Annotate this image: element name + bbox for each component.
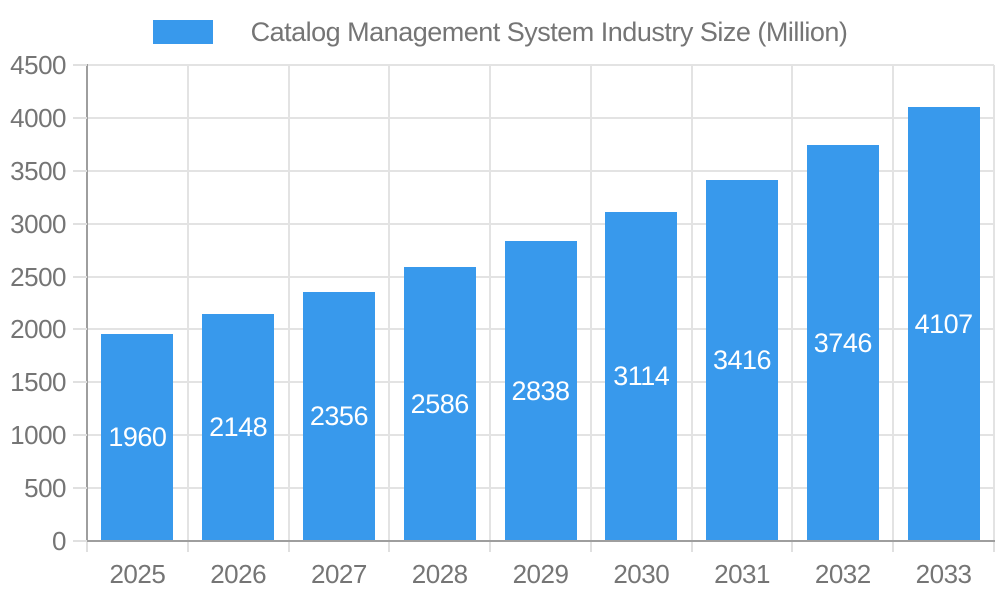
y-axis-label: 2000 [10,314,66,345]
bar: 3416 [706,179,779,541]
y-axis-tick [73,381,87,384]
y-axis-tick [73,222,87,225]
legend: Catalog Management System Industry Size … [0,16,1000,48]
y-axis-tick [73,169,87,172]
y-axis-line [86,64,88,542]
bar-value-label: 3746 [813,327,873,358]
y-axis-tick [73,487,87,490]
gridline-vertical [690,65,693,541]
bar: 2838 [504,240,577,541]
gridline-vertical [388,65,391,541]
gridline-vertical [287,65,290,541]
bar: 1960 [101,333,174,541]
x-axis-tick [892,542,895,552]
y-axis-label: 3000 [10,208,66,239]
bar: 3114 [605,211,678,541]
x-axis-label: 2032 [814,559,871,589]
bar-value-label: 2148 [209,412,268,443]
legend-label: Catalog Management System Industry Size … [250,16,848,47]
x-axis-label: 2028 [411,559,468,589]
gridline-vertical [589,65,592,541]
y-axis-label: 1000 [10,420,66,451]
bar-value-label: 3114 [613,361,670,392]
x-axis-tick [690,542,693,552]
y-axis-label: 0 [52,526,66,556]
x-axis-tick [287,542,290,552]
y-axis-tick [73,64,87,66]
x-axis-tick [186,542,189,552]
legend-swatch [152,20,213,44]
bar-value-label: 4107 [914,308,974,339]
x-axis-tick [589,542,592,552]
y-axis-label: 2500 [10,261,66,292]
gridline-horizontal [87,64,994,66]
gridline-vertical [993,65,995,541]
y-axis-label: 4500 [10,50,66,80]
bar-value-label: 1960 [108,422,167,453]
y-axis-label: 500 [24,473,66,504]
gridline-vertical [489,65,492,541]
y-axis-tick [73,116,87,119]
bar: 4107 [907,106,980,541]
x-axis-tick [86,542,88,552]
x-axis-label: 2025 [109,559,166,589]
bar: 3746 [806,144,879,541]
gridline-horizontal [87,116,994,119]
y-axis-tick [73,540,87,542]
bar: 2356 [302,291,375,541]
y-axis-label: 1500 [10,367,66,398]
gridline-vertical [791,65,794,541]
y-axis-tick [73,328,87,331]
gridline-horizontal [87,222,994,225]
y-axis-tick [73,434,87,437]
y-axis-label: 4000 [10,102,66,133]
x-axis-label: 2026 [210,559,267,589]
plot-area: 1960 2148 2356 2586 2838 3114 3416 3746 4107 [87,64,995,541]
x-axis-tick [489,542,492,552]
x-axis-label: 2033 [915,559,972,589]
x-axis-tick [388,542,391,552]
bar: 2148 [202,313,275,541]
x-axis-line [86,540,995,542]
bar-value-label: 2356 [309,401,369,432]
x-axis-label: 2030 [613,559,670,589]
bar-value-label: 2838 [511,375,570,406]
gridline-horizontal [87,169,994,172]
gridline-vertical [186,65,189,541]
x-axis-tick [791,542,794,552]
x-axis-label: 2029 [512,559,569,589]
y-axis-tick [73,275,87,278]
bar-value-label: 2586 [410,389,470,420]
x-axis-label: 2031 [714,559,770,589]
x-axis-label: 2027 [311,559,367,589]
x-axis-tick [993,542,995,552]
bar-value-label: 3416 [713,345,772,376]
gridline-vertical [892,65,895,541]
bar: 2586 [403,267,476,541]
y-axis-label: 3500 [10,155,66,186]
